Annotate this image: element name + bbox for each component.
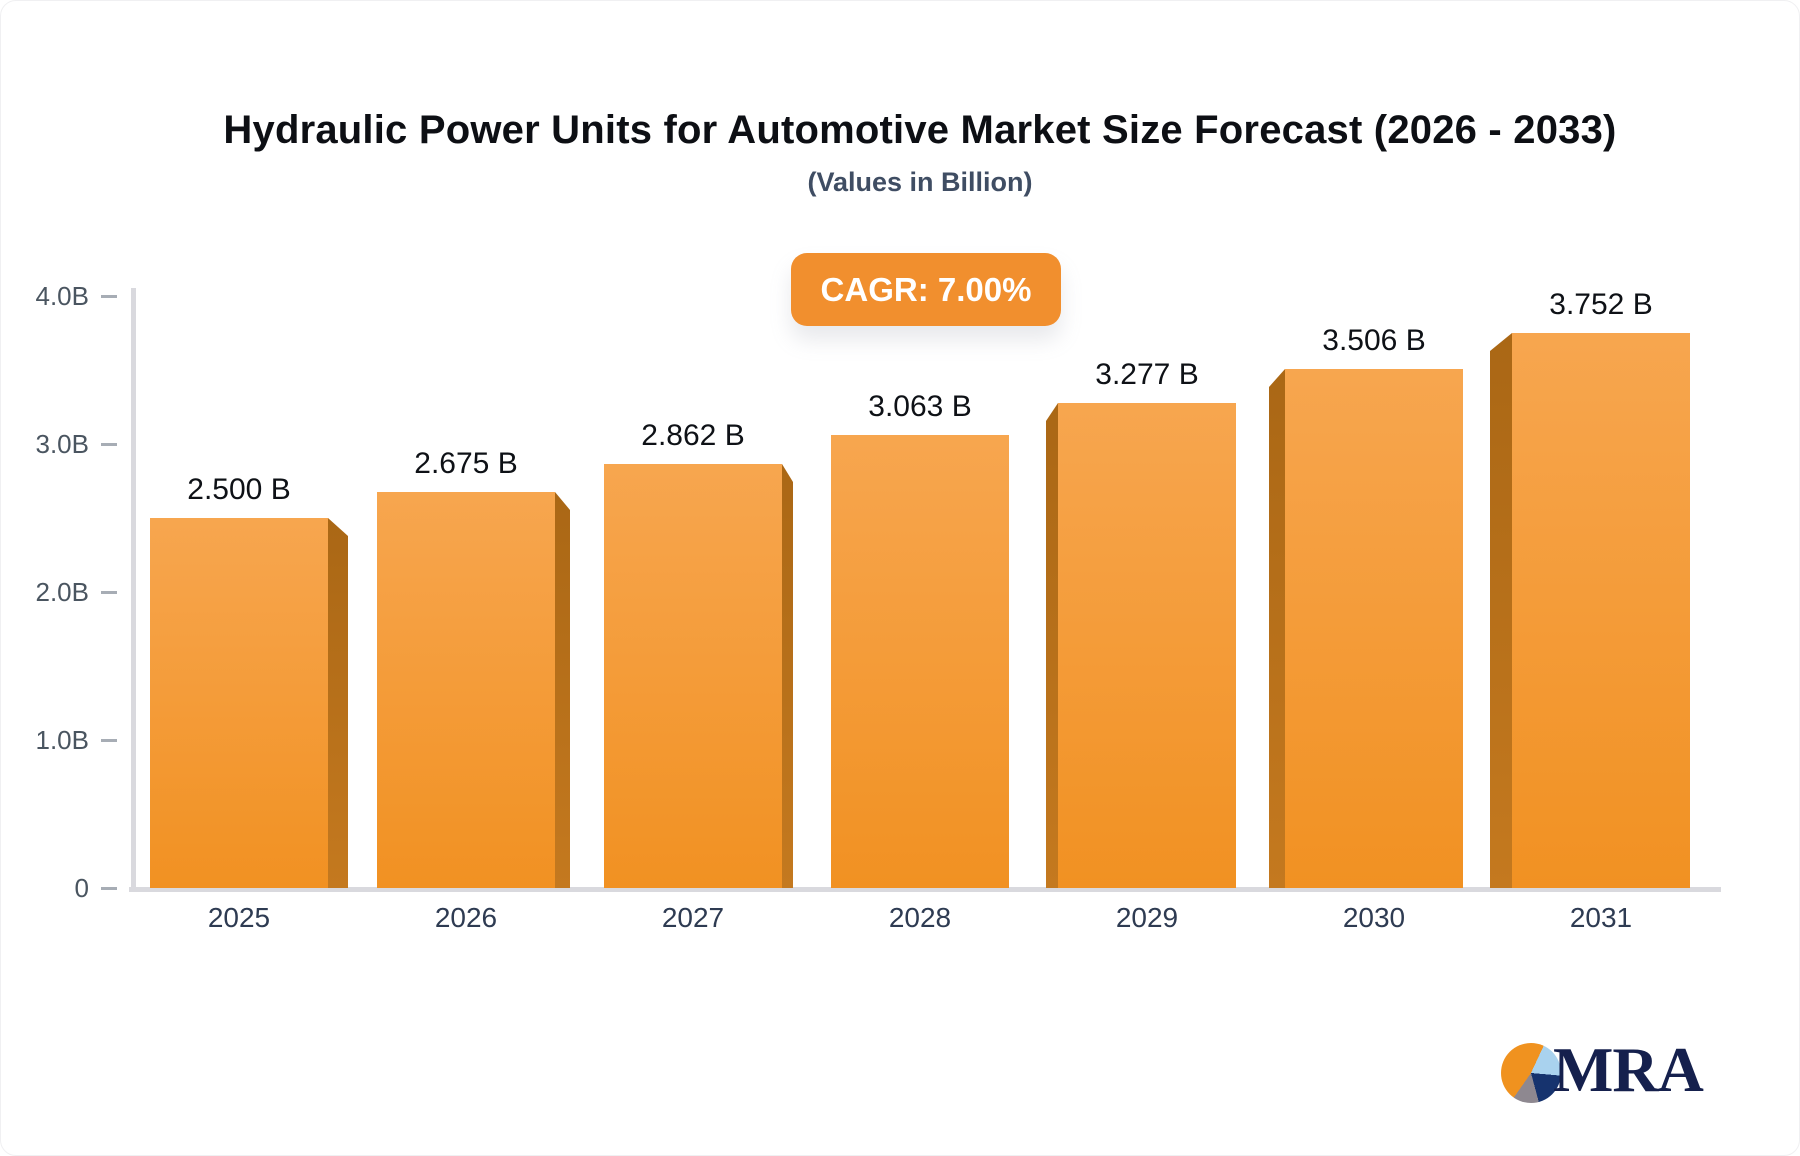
y-tick-mark	[101, 443, 117, 446]
bar-value-label: 3.506 B	[1322, 324, 1426, 357]
y-tick-label: 2.0B	[35, 577, 90, 607]
chart-title: Hydraulic Power Units for Automotive Mar…	[223, 108, 1617, 152]
y-tick-label: 3.0B	[35, 429, 90, 459]
bar-value-label: 2.862 B	[641, 419, 745, 452]
bar-side-2027	[782, 464, 793, 888]
y-tick-mark	[101, 887, 117, 890]
y-tick-label: 1.0B	[35, 725, 90, 755]
bar-side-2026	[555, 492, 570, 888]
bar-side-2029	[1046, 403, 1058, 888]
y-tick-mark	[101, 591, 117, 594]
bar-2031	[1512, 333, 1690, 888]
bar-2026	[377, 492, 555, 888]
bar-2028	[831, 435, 1009, 888]
bar-2029	[1058, 403, 1236, 888]
chart-header: Hydraulic Power Units for Automotive Mar…	[41, 1, 1799, 198]
logo-text: MRA	[1553, 1034, 1704, 1105]
x-axis-label: 2030	[1342, 902, 1406, 933]
x-axis-label: 2027	[661, 902, 725, 933]
y-tick-mark	[101, 295, 117, 298]
x-axis-label: 2028	[888, 902, 952, 933]
bar-value-label: 2.500 B	[187, 473, 291, 506]
cagr-badge-label: CAGR: 7.00%	[820, 270, 1032, 308]
y-tick-mark	[101, 739, 117, 742]
x-axis-baseline	[129, 887, 1721, 892]
y-axis-line	[131, 288, 136, 892]
x-axis-label: 2025	[207, 902, 271, 933]
bar-value-label: 3.277 B	[1095, 358, 1199, 391]
bar-value-label: 3.063 B	[868, 390, 972, 423]
x-axis-label: 2029	[1115, 902, 1179, 933]
bar-2027	[604, 464, 782, 888]
bar-2025	[150, 518, 328, 888]
y-tick-label: 4.0B	[35, 281, 90, 311]
chart-subtitle: (Values in Billion)	[807, 167, 1033, 197]
bar-2030	[1285, 369, 1463, 888]
bar-side-2030	[1269, 369, 1285, 888]
bar-value-label: 2.675 B	[414, 447, 518, 480]
cagr-badge: CAGR: 7.00%	[791, 253, 1061, 326]
pie-chart-logo-icon	[1501, 1043, 1561, 1103]
bar-value-label: 3.752 B	[1549, 288, 1653, 321]
y-tick-label: 0	[74, 873, 89, 903]
x-axis-label: 2026	[434, 902, 498, 933]
bar-side-2031	[1490, 333, 1512, 888]
x-axis-label: 2031	[1569, 902, 1633, 933]
bar-side-2025	[328, 518, 348, 888]
